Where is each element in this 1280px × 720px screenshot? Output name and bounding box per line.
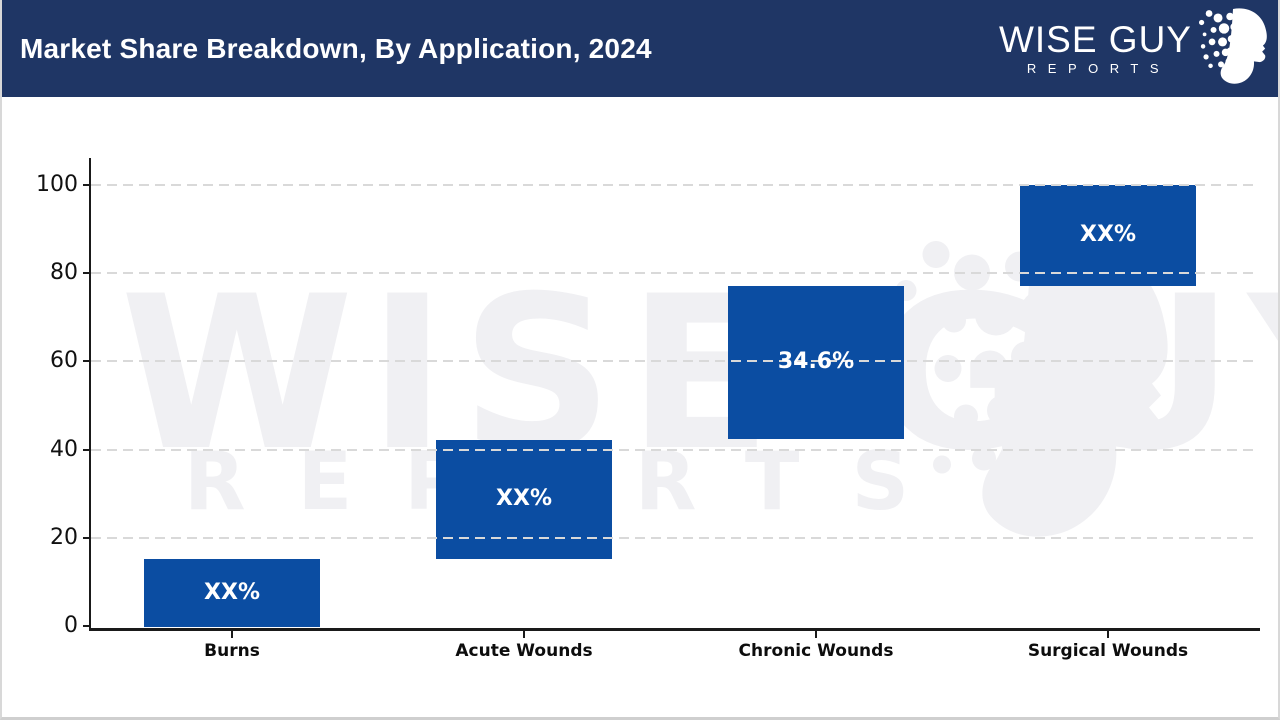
y-axis-tick-label: 100 [36,172,78,197]
brand-wordmark: WISE GUY [998,18,1192,60]
brand-logo: WISE GUY REPORTS [998,6,1278,92]
y-axis-spine [89,158,91,630]
gridline-80 [91,272,1259,275]
y-axis-tick-label: 40 [50,436,78,462]
y-axis-tick-label: 80 [50,260,78,286]
y-axis-tick-mark [83,272,91,275]
y-axis-tick-label: 60 [50,348,78,374]
gridline-60 [91,360,1259,363]
gridline-100 [91,184,1259,186]
x-axis-category-label: Chronic Wounds [738,641,894,661]
y-axis-tick-mark [83,360,91,363]
x-axis-category-label: Burns [204,641,260,661]
header: Market Share Breakdown, By Application, … [2,0,1278,97]
x-axis-tick-mark [815,630,817,638]
y-axis-tick-mark [83,448,91,451]
bar-value-label: XX% [204,579,260,605]
bar-acute-wounds [436,439,612,559]
x-axis-tick-mark [1107,630,1109,638]
gridline-40 [91,448,1259,451]
bar-value-label: XX% [496,486,552,512]
brand-wordmark-sub: REPORTS [1026,61,1171,77]
y-axis-tick-mark [83,625,91,627]
y-axis-tick-label: 0 [64,613,78,638]
brand-logo-text: WISE GUY REPORTS [998,18,1192,77]
x-axis-tick-mark [523,630,525,638]
bar-burns [144,558,320,627]
x-axis-category-label: Acute Wounds [455,641,593,661]
y-axis-tick-mark [83,536,91,539]
bar-value-label: XX% [1080,222,1136,248]
bar-value-label: 34.6% [777,349,855,375]
page-title: Market Share Breakdown, By Application, … [20,32,652,64]
gridline-20 [91,536,1259,539]
y-axis-tick-label: 20 [50,524,78,550]
x-axis-spine [89,628,1260,631]
x-axis-category-label: Surgical Wounds [1027,641,1189,661]
dotted-head-profile-icon [1198,7,1267,84]
y-axis-tick-mark [83,184,91,186]
x-axis-tick-mark [231,630,233,638]
